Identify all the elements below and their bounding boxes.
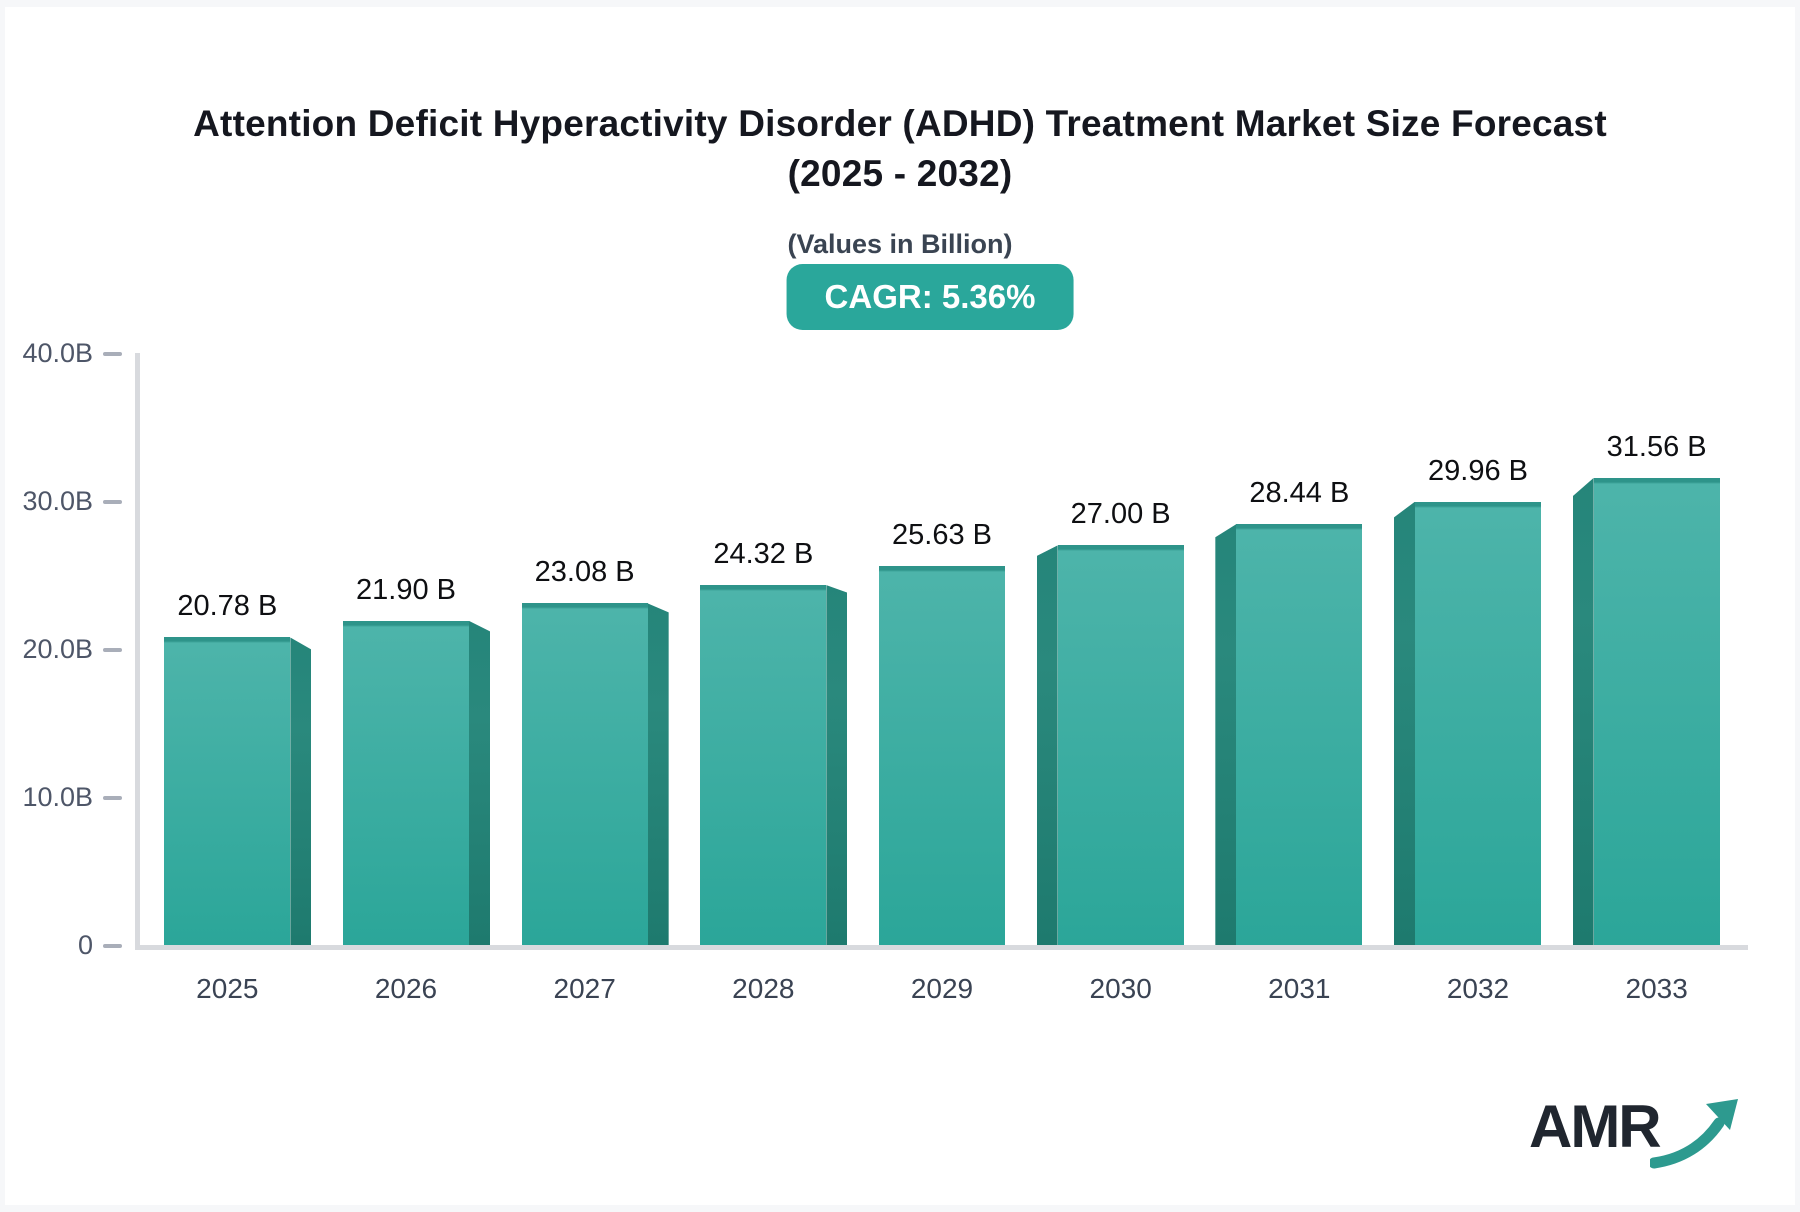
y-axis-tick [103,648,122,652]
bar-2031 [1236,524,1363,945]
bar-side-2030 [1036,545,1058,945]
x-axis-label: 2025 [196,973,259,1004]
x-axis-label: 2028 [732,973,795,1004]
bar-side-2026 [469,620,490,945]
bar-value-label: 29.96 B [1428,454,1528,487]
bar-2030 [1057,545,1184,945]
bar-2025 [164,637,291,945]
y-axis-tick [103,944,122,948]
x-axis-label: 2032 [1446,973,1510,1004]
y-axis-tick [103,796,122,800]
x-axis-line [135,945,1748,950]
bar-value-label: 23.08 B [534,556,635,589]
y-axis-tick-label: 20.0B [22,634,93,664]
x-axis-label: 2033 [1625,973,1688,1004]
bar-value-label: 28.44 B [1249,477,1350,510]
x-axis-label: 2031 [1268,973,1331,1004]
bar-value-label: 21.90 B [356,573,456,606]
bar-side-2027 [647,603,669,945]
bar-side-2028 [826,585,848,945]
x-axis-label: 2029 [910,973,974,1004]
bar-side-2025 [290,637,312,945]
growth-arrow-icon [1649,1099,1738,1169]
y-axis-tick-label: 30.0B [22,486,93,516]
amr-logo: AMR [1529,1095,1742,1173]
chart-subtitle: (Values in Billion) [787,229,1013,259]
bar-2026 [343,620,469,945]
x-axis-label: 2026 [374,973,438,1004]
bar-2032 [1415,501,1541,945]
y-axis-tick-label: 40.0B [22,338,93,368]
amr-logo-text: AMR [1529,1093,1662,1160]
bar-2029 [879,565,1005,945]
y-axis-tick [103,500,122,504]
bar-side-2033 [1572,477,1594,945]
chart-card: Attention Deficit Hyperactivity Disorder… [5,7,1795,1205]
bar-value-label: 25.63 B [892,518,992,551]
bar-value-label: 24.32 B [713,538,814,571]
bar-2027 [521,603,648,945]
bar-value-label: 31.56 B [1606,430,1707,463]
chart-title: Attention Deficit Hyperactivity Disorder… [5,99,1795,199]
bar-2028 [700,585,827,945]
x-axis-label: 2027 [553,973,616,1004]
y-axis-tick-label: 10.0B [22,782,93,812]
bar-value-label: 20.78 B [177,590,278,623]
y-axis-tick-label: 0 [77,930,93,960]
y-axis-line [135,353,140,950]
bar-2033 [1593,477,1720,945]
bar-side-2032 [1394,501,1415,945]
bar-chart: 0 10.0B 20.0B 30.0B 40.0B 20.78 B 2025 21.90 B 2… [5,7,1800,1212]
chart-title-line1: Attention Deficit Hyperactivity Disorder… [193,103,1607,144]
bar-side-2031 [1215,524,1237,945]
cagr-badge: CAGR: 5.36% [786,264,1074,330]
y-axis-tick [103,352,122,356]
x-axis-label: 2030 [1089,973,1152,1004]
chart-title-line2: (2025 - 2032) [787,153,1013,194]
bar-value-label: 27.00 B [1070,498,1171,531]
